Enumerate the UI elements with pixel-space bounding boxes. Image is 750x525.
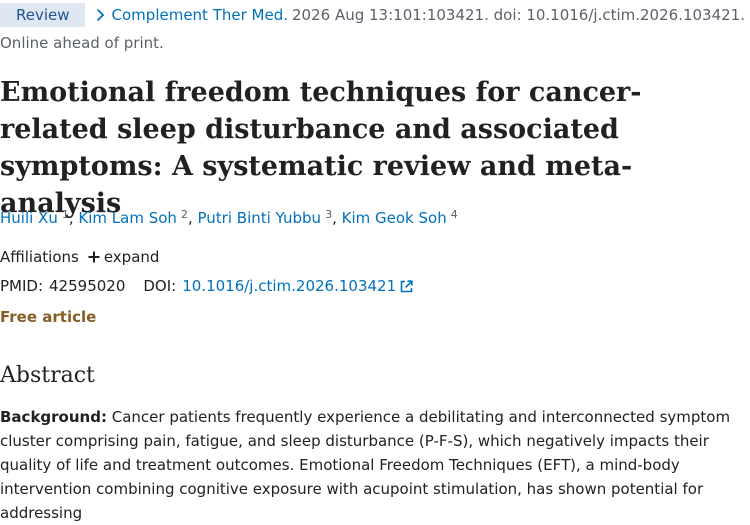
citation-line: Review Complement Ther Med. 2026 Aug 13:…	[0, 3, 745, 27]
pmid-label: PMID:	[0, 277, 44, 295]
publication-type-badge[interactable]: Review	[0, 3, 85, 27]
affiliations-toggle[interactable]: Affiliations expand	[0, 248, 159, 266]
author-link[interactable]: Putri Binti Yubbu	[197, 209, 322, 227]
background-text: Cancer patients frequently experience a …	[0, 408, 731, 522]
author-separator: ,	[332, 209, 337, 227]
publication-status: Online ahead of print.	[0, 34, 164, 52]
abstract-heading: Abstract	[0, 363, 95, 388]
affiliation-ref[interactable]: 2	[180, 208, 188, 221]
doi-label: DOI:	[143, 277, 177, 295]
expand-label: expand	[103, 248, 160, 266]
citation-details: 2026 Aug 13:101:103421. doi: 10.1016/j.c…	[292, 6, 745, 24]
affiliation-ref[interactable]: 1	[61, 208, 69, 221]
affiliation-ref[interactable]: 3	[325, 208, 333, 221]
author-link[interactable]: Kim Geok Soh	[341, 209, 447, 227]
background-label: Background:	[0, 408, 107, 426]
author-link[interactable]: Huili Xu	[0, 209, 58, 227]
chevron-right-icon	[96, 8, 105, 22]
external-link-icon[interactable]	[400, 279, 413, 293]
author-link[interactable]: Kim Lam Soh	[78, 209, 177, 227]
author-separator: ,	[187, 209, 193, 227]
author-separator: ,	[68, 209, 74, 227]
author-list: Huili Xu 1, Kim Lam Soh 2, Putri Binti Yub…	[0, 208, 458, 227]
free-article-label: Free article	[0, 308, 97, 326]
article-title: Emotional freedom techniques for cancer-…	[0, 77, 642, 219]
plus-icon	[88, 251, 100, 263]
doi-link[interactable]: 10.1016/j.ctim.2026.103421	[182, 277, 397, 295]
affiliation-ref[interactable]: 4	[450, 208, 458, 221]
abstract-background: Background: Cancer patients frequently e…	[0, 405, 750, 525]
pmid-value: 42595020	[49, 277, 126, 295]
affiliations-label: Affiliations	[0, 248, 79, 266]
journal-link[interactable]: Complement Ther Med.	[111, 6, 289, 24]
identifiers: PMID: 42595020 DOI: 10.1016/j.ctim.2026.…	[0, 277, 413, 295]
